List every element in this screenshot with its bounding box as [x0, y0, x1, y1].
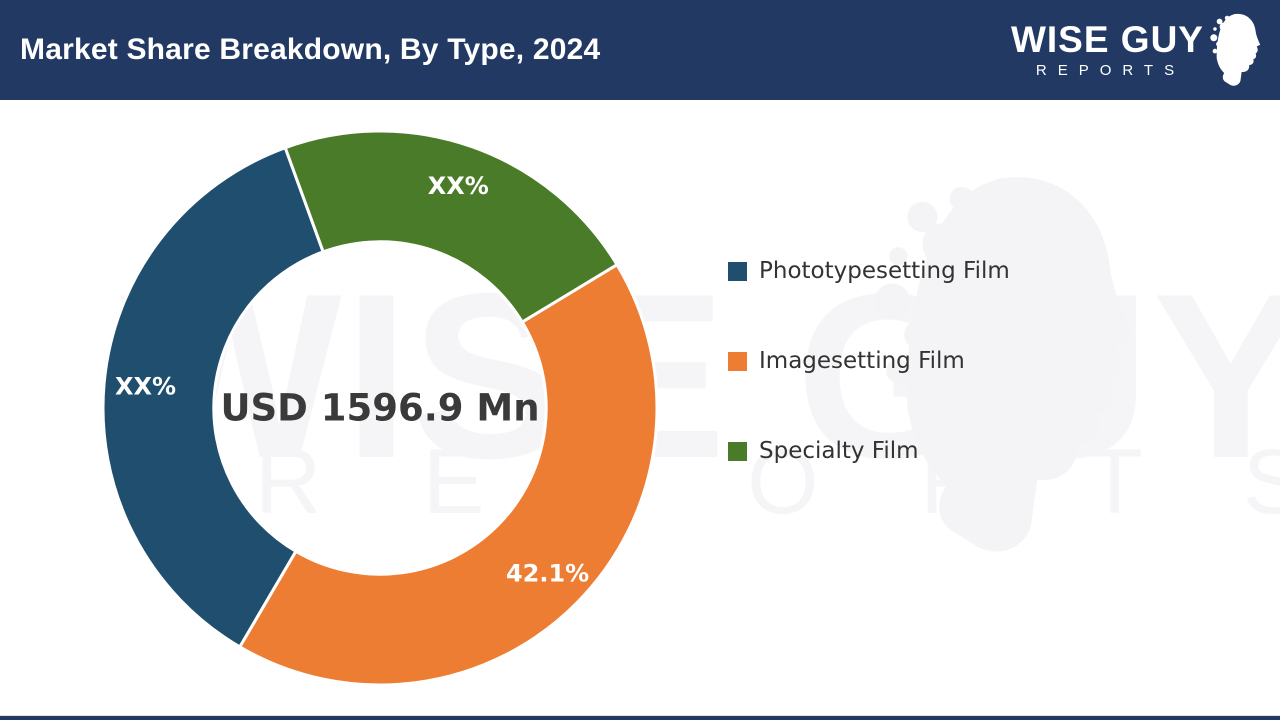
legend-swatch-icon: [728, 441, 747, 461]
legend-label: Imagesetting Film: [759, 348, 965, 374]
legend-swatch-icon: [728, 351, 747, 371]
watermark-subtext: R E P O R T S: [255, 431, 1280, 533]
donut-center-value: USD 1596.9 Mn: [220, 386, 540, 430]
legend-item-imagesetting-film: Imagesetting Film: [728, 342, 1010, 380]
dotted-face-icon: [1210, 13, 1261, 86]
logo-text: WISE GUY REPORTS: [1011, 21, 1204, 79]
logo-subtext: REPORTS: [1035, 62, 1186, 79]
legend-item-phototypesetting-film: Phototypesetting Film: [728, 252, 1010, 290]
slice-value-label-2: XX%: [428, 172, 489, 200]
wise-guy-logo: WISE GUY REPORTS: [1011, 12, 1280, 89]
donut-slice-1: [237, 262, 659, 687]
legend-label: Specialty Film: [759, 438, 919, 464]
logo-wordmark: WISE GUY: [1010, 19, 1204, 60]
donut-slice-2: [283, 129, 620, 325]
donut-chart: XX% 42.1% XX%: [101, 129, 659, 687]
header-bar: Market Share Breakdown, By Type, 2024 WI…: [0, 0, 1280, 100]
page-title: Market Share Breakdown, By Type, 2024: [20, 33, 601, 66]
donut-slice-0: [101, 145, 326, 649]
legend-item-specialty-film: Specialty Film: [728, 432, 1010, 470]
chart-legend: Phototypesetting Film Imagesetting Film …: [728, 252, 1010, 470]
footer-bar: [0, 715, 1280, 720]
slice-value-label-0: XX%: [115, 373, 176, 401]
slice-value-label-1: 42.1%: [506, 559, 589, 587]
legend-swatch-icon: [728, 261, 747, 281]
legend-label: Phototypesetting Film: [759, 258, 1010, 284]
